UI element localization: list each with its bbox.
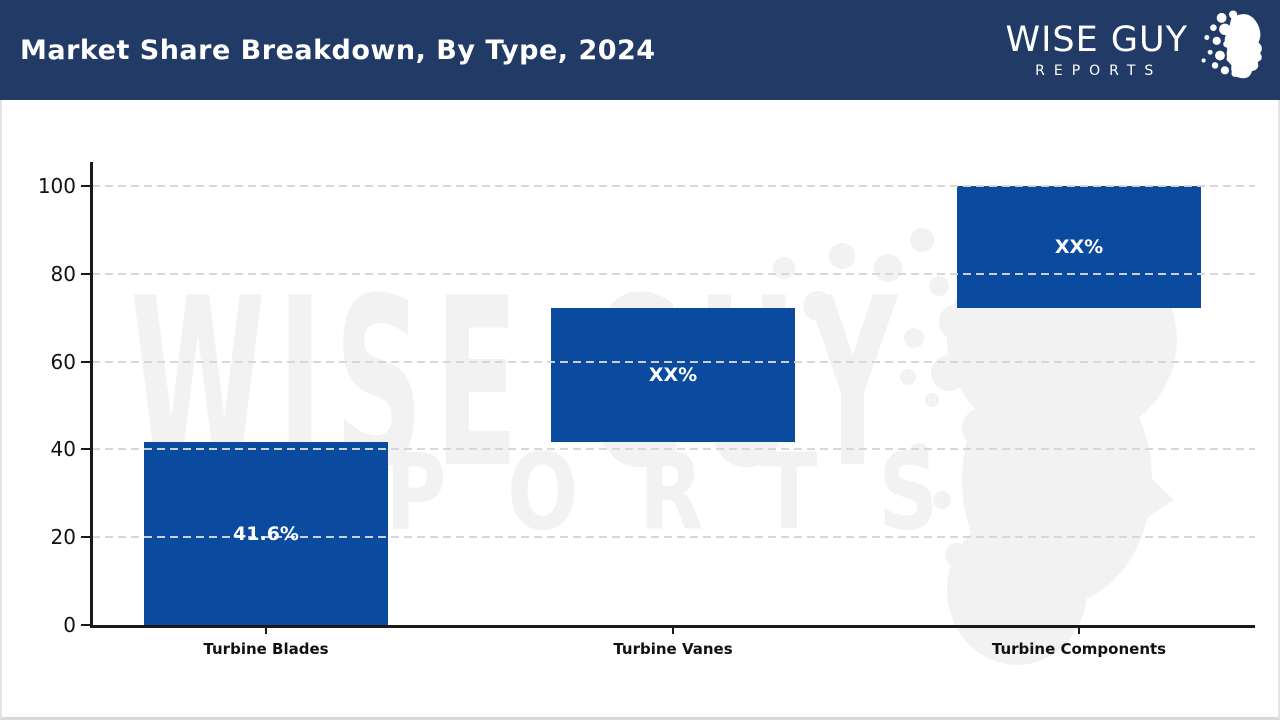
axes-layer: 0 20 40 60 80 100 Turbine Blades Turbine Vanes… bbox=[2, 100, 1278, 717]
y-tick-label: 100 bbox=[37, 174, 76, 198]
y-axis-line bbox=[90, 162, 93, 628]
page-title: Market Share Breakdown, By Type, 2024 bbox=[20, 34, 656, 66]
header: Market Share Breakdown, By Type, 2024 WI… bbox=[0, 0, 1280, 100]
y-tick-label: 0 bbox=[63, 613, 76, 637]
x-category-label: Turbine Vanes bbox=[613, 640, 733, 658]
gridlines-layer bbox=[2, 100, 1278, 717]
bar-value-label: XX% bbox=[1054, 236, 1104, 259]
chart-canvas: WISE GUY REPORTS 41.6% XX% XX% 0 20 40 60 80 10… bbox=[0, 100, 1280, 720]
brand-logo: WISE GUY REPORTS bbox=[1005, 8, 1266, 90]
gridline bbox=[92, 536, 1255, 539]
y-tick-mark bbox=[81, 448, 90, 451]
gridline bbox=[92, 360, 1255, 363]
gridline bbox=[92, 448, 1255, 451]
x-tick-mark bbox=[1078, 627, 1080, 634]
brand-logo-text: WISE GUY REPORTS bbox=[1005, 20, 1188, 79]
logo-wordmark: WISE GUY bbox=[1005, 19, 1188, 60]
bar-1 bbox=[144, 442, 388, 625]
y-tick-label: 40 bbox=[50, 437, 76, 462]
bar-value-label: XX% bbox=[648, 364, 698, 387]
x-category-label: Turbine Components bbox=[991, 640, 1167, 658]
x-tick-mark bbox=[672, 627, 674, 634]
bar-labels-layer: 41.6% XX% XX% bbox=[2, 100, 1278, 717]
x-axis-line bbox=[90, 625, 1255, 628]
gridline bbox=[92, 272, 1255, 275]
x-category-label: Turbine Blades bbox=[203, 640, 329, 658]
y-tick-mark bbox=[81, 360, 90, 363]
gridline bbox=[92, 185, 1255, 187]
y-tick-mark bbox=[81, 536, 90, 539]
y-tick-label: 60 bbox=[50, 349, 76, 374]
y-tick-label: 20 bbox=[50, 525, 76, 550]
bar-value-label: 41.6% bbox=[233, 522, 299, 545]
logo-subtitle: REPORTS bbox=[1035, 62, 1163, 79]
y-tick-mark bbox=[81, 272, 90, 275]
bar-3 bbox=[957, 186, 1201, 309]
watermark-head-icon bbox=[773, 228, 1177, 665]
bars-layer bbox=[2, 100, 1278, 717]
y-tick-label: 80 bbox=[50, 261, 76, 286]
y-tick-mark bbox=[81, 185, 90, 187]
bar-2 bbox=[551, 308, 795, 443]
x-tick-mark bbox=[265, 627, 267, 634]
y-tick-mark bbox=[81, 624, 90, 626]
logo-head-icon bbox=[1201, 10, 1262, 79]
